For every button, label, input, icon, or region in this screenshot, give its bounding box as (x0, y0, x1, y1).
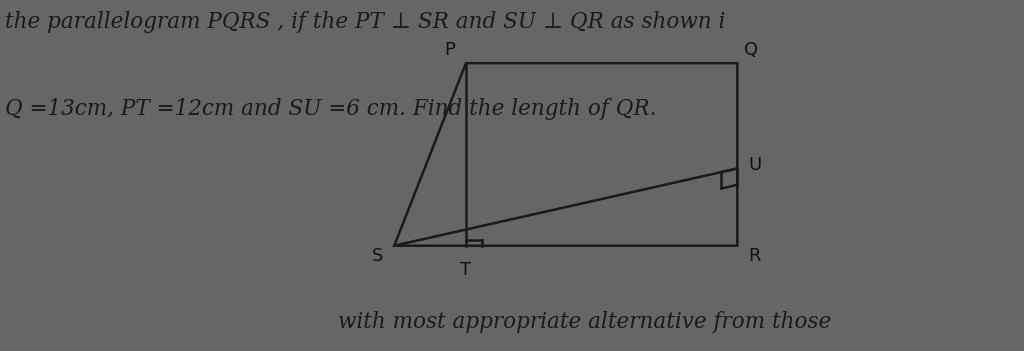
Text: Q =13cm, PT =12cm and SU =6 cm. Find the length of QR.: Q =13cm, PT =12cm and SU =6 cm. Find the… (5, 98, 656, 120)
Text: with most appropriate alternative from those: with most appropriate alternative from t… (338, 311, 831, 333)
Text: T: T (461, 261, 471, 279)
Text: U: U (749, 156, 762, 174)
Text: S: S (372, 247, 383, 265)
Text: the parallelogram PQRS , if the PT ⊥ SR and SU ⊥ QR as shown i: the parallelogram PQRS , if the PT ⊥ SR … (5, 11, 725, 33)
Text: Q: Q (744, 41, 758, 59)
Text: R: R (749, 247, 761, 265)
Text: P: P (443, 41, 455, 59)
